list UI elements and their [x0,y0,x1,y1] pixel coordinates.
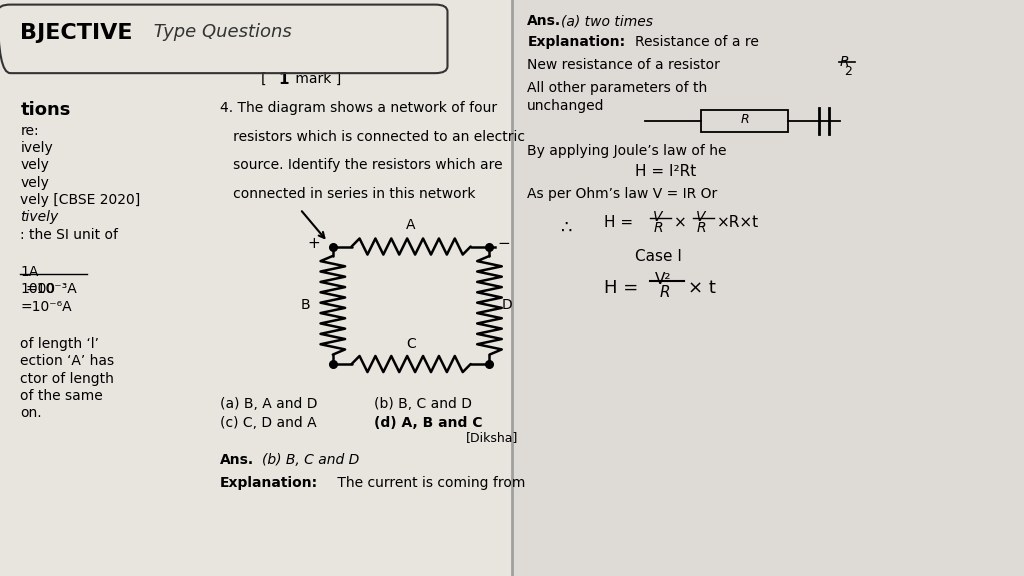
Text: ×: × [674,215,686,230]
Text: V²: V² [655,272,672,287]
Text: re:: re: [20,124,39,138]
Text: 2: 2 [844,65,852,78]
Text: Type Questions: Type Questions [148,23,292,41]
Text: All other parameters of th: All other parameters of th [527,81,708,94]
Text: Ans.: Ans. [527,14,561,28]
Text: BJECTIVE: BJECTIVE [20,23,133,43]
Bar [512,0,1024,576]
Text: on.: on. [20,406,42,420]
Text: D: D [502,298,512,312]
Text: 1: 1 [279,72,289,87]
Text: mark ]: mark ] [291,72,341,86]
Text: [Diksha]: [Diksha] [466,431,518,444]
Text: Explanation:: Explanation: [220,476,318,490]
Text: Ans.: Ans. [220,453,254,467]
Text: By applying Joule’s law of he: By applying Joule’s law of he [527,144,727,158]
Text: (b) B, C and D: (b) B, C and D [262,453,359,467]
Text: A: A [407,218,416,232]
Text: R: R [653,221,663,235]
Text: H =: H = [604,215,633,230]
Text: 1A: 1A [20,265,39,279]
Text: (d) A, B and C: (d) A, B and C [374,416,482,430]
Text: [: [ [261,72,271,86]
Text: ∴: ∴ [561,219,572,237]
Text: V: V [653,210,663,224]
Text: connected in series in this network: connected in series in this network [220,187,476,201]
Text: ctor of length: ctor of length [20,372,115,385]
Text: =10⁻⁶A: =10⁻⁶A [20,300,72,313]
Text: of the same: of the same [20,389,103,403]
Text: H = I²Rt: H = I²Rt [635,164,696,179]
Text: R: R [740,113,750,126]
Text: (c) C, D and A: (c) C, D and A [220,416,316,430]
Text: =10⁻³A: =10⁻³A [26,282,78,296]
Text: vely: vely [20,158,49,172]
Text: As per Ohm’s law V = IR Or: As per Ohm’s law V = IR Or [527,187,718,201]
Text: resistors which is connected to an electric: resistors which is connected to an elect… [220,130,525,143]
Text: H =: H = [604,279,638,297]
Text: (a) B, A and D: (a) B, A and D [220,397,317,411]
Text: −: − [498,236,510,251]
Bar [0,0,512,576]
Text: +: + [308,236,321,251]
Text: (b) B, C and D: (b) B, C and D [374,397,472,411]
Text: 1000: 1000 [20,282,55,296]
Bar [701,110,788,132]
Text: R: R [840,55,849,69]
Text: R: R [659,285,670,300]
Text: Resistance of a re: Resistance of a re [635,35,759,48]
Text: R: R [696,221,706,235]
Text: tions: tions [20,101,71,119]
Text: (a) two times: (a) two times [561,14,653,28]
Text: 4. The diagram shows a network of four: 4. The diagram shows a network of four [220,101,498,115]
Text: unchanged: unchanged [527,99,605,113]
Text: The current is coming from: The current is coming from [333,476,525,490]
Text: vely: vely [20,176,49,190]
Text: ×R×t: ×R×t [717,215,759,230]
Text: C: C [407,338,416,351]
Text: ection ‘A’ has: ection ‘A’ has [20,354,115,368]
Text: New resistance of a resistor: New resistance of a resistor [527,58,720,71]
Text: tively: tively [20,210,58,224]
Text: source. Identify the resistors which are: source. Identify the resistors which are [220,158,503,172]
Text: V: V [696,210,706,224]
Text: B: B [301,298,310,312]
Text: ively: ively [20,141,53,155]
Text: of length ‘l’: of length ‘l’ [20,337,99,351]
Text: : the SI unit of: : the SI unit of [20,228,119,241]
Text: Case I: Case I [635,249,682,264]
Text: Explanation:: Explanation: [527,35,626,48]
Text: × t: × t [688,279,716,297]
Text: vely [CBSE 2020]: vely [CBSE 2020] [20,193,140,207]
